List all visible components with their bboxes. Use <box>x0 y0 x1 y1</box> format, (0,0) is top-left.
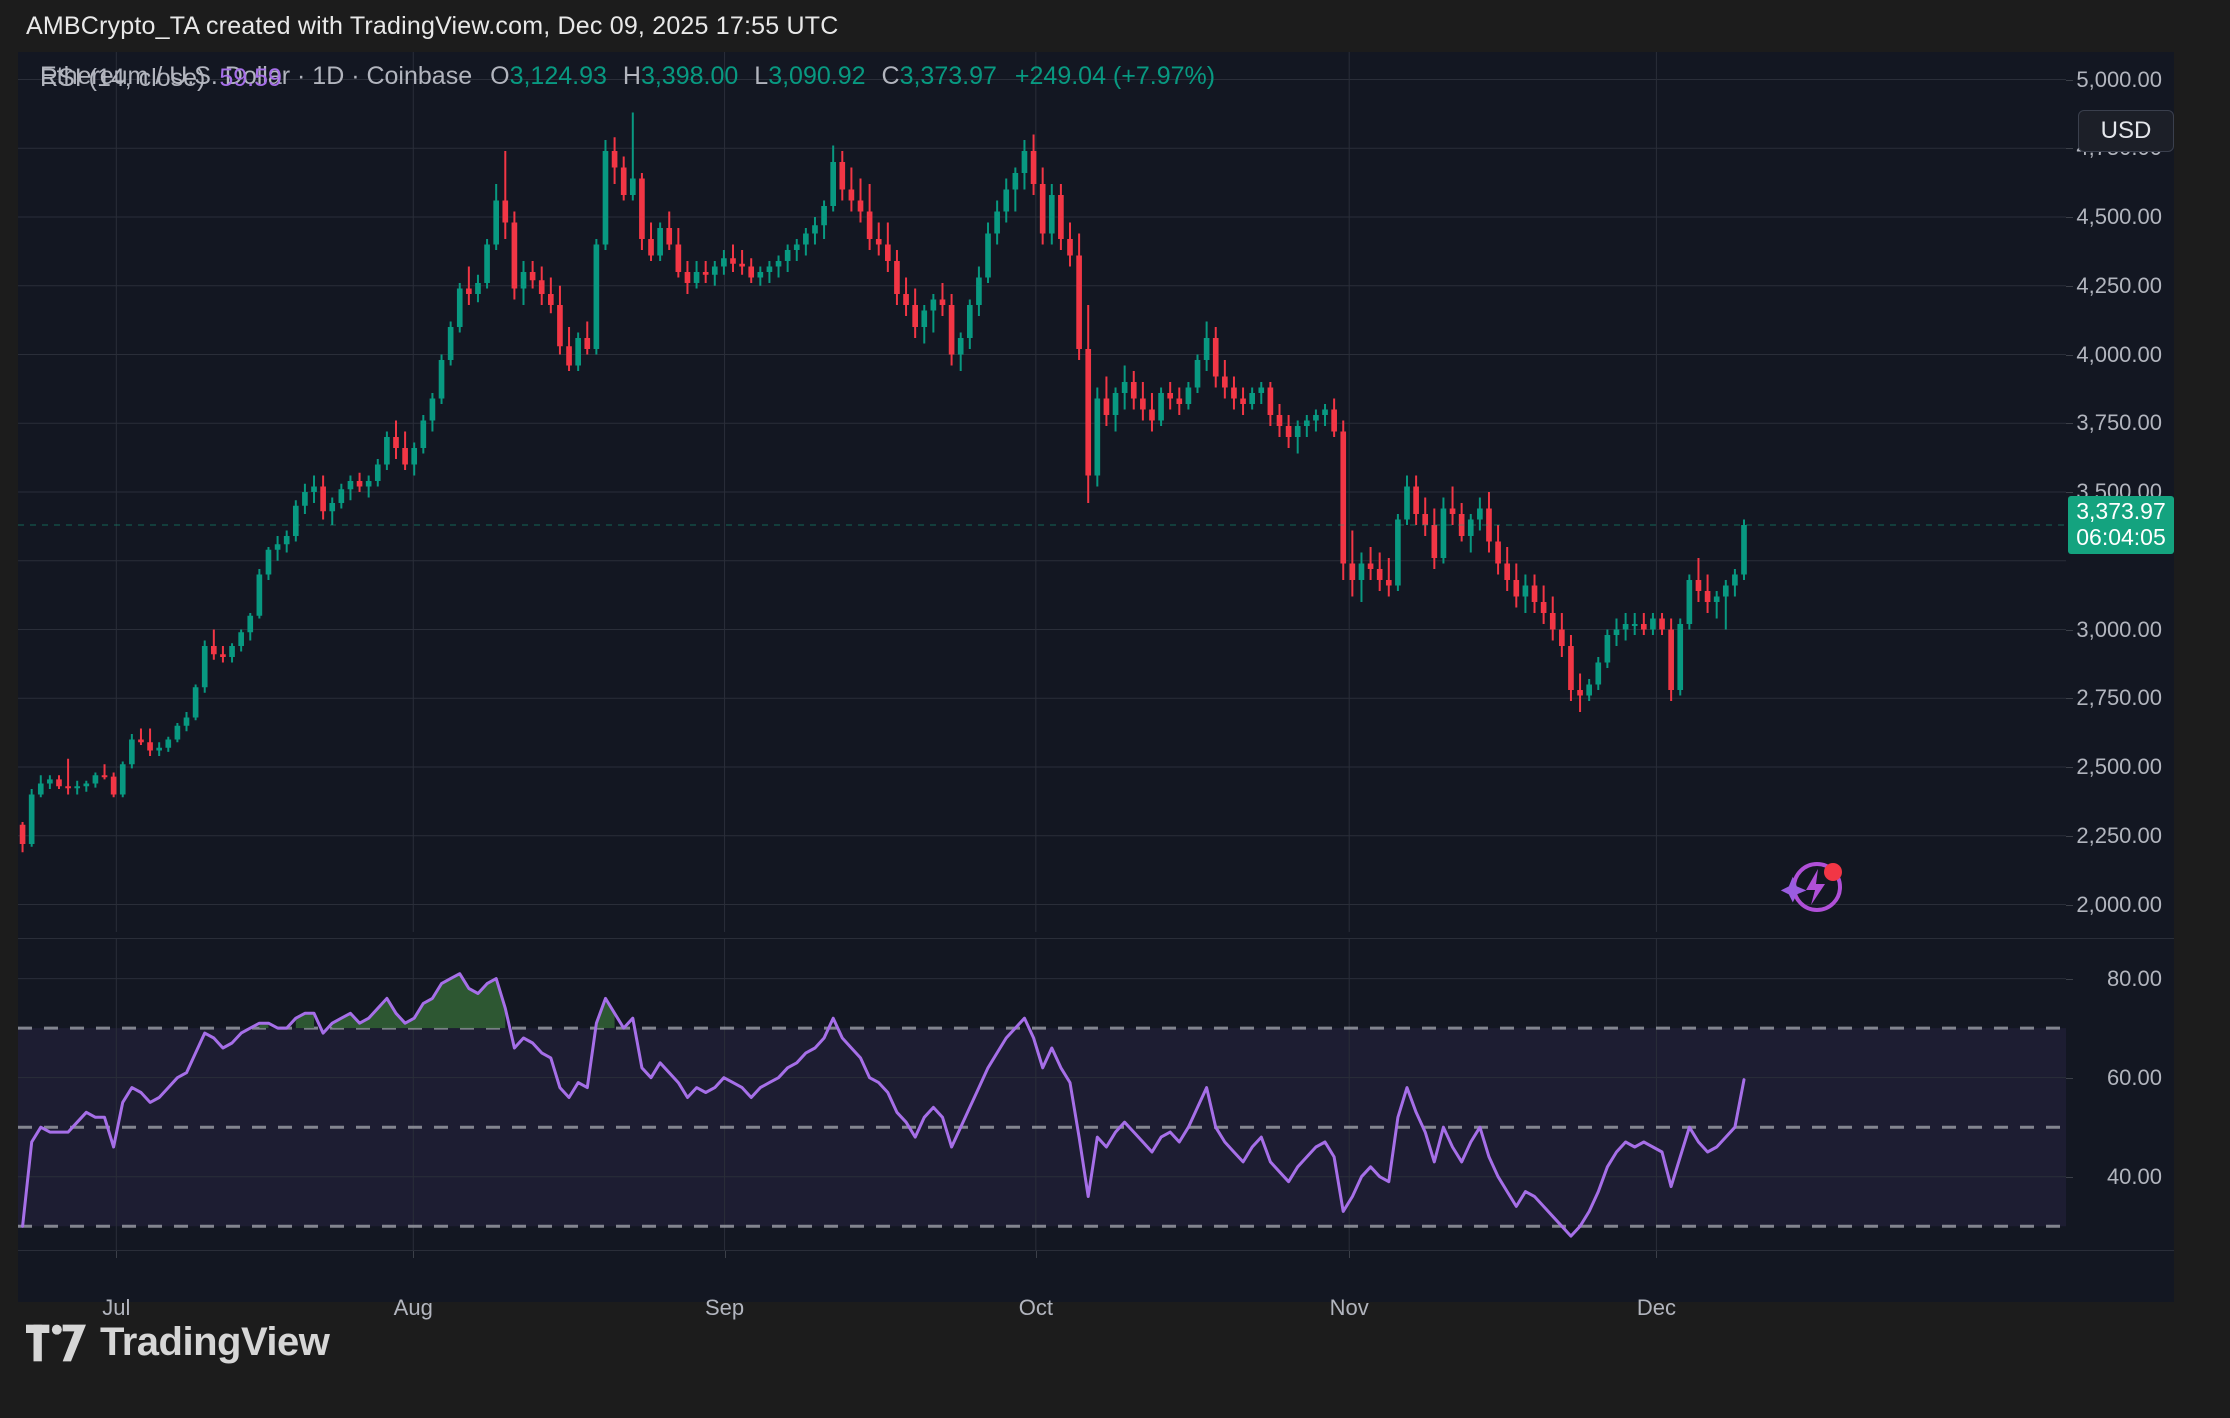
price-tick-mark <box>2066 492 2073 493</box>
rsi-title[interactable]: RSI (14, close) <box>40 64 206 92</box>
price-tick-label: 3,000.00 <box>2076 616 2162 642</box>
price-legend: Ethereum / U.S. Dollar · 1D · Coinbase O… <box>40 62 1215 91</box>
tradingview-logo[interactable]: TradingView <box>26 1320 330 1365</box>
rsi-value: 59.59 <box>219 64 282 92</box>
close-key: C <box>881 62 900 90</box>
time-axis[interactable]: Jul Aug Sep Oct Nov Dec <box>18 1250 2174 1320</box>
time-tick-mark <box>1656 1251 1658 1258</box>
rsi-axis[interactable]: 80.00 60.00 40.00 <box>2066 938 2174 1250</box>
time-tick-mark <box>116 1251 118 1258</box>
price-tick-mark <box>2066 285 2073 287</box>
price-tick-mark <box>2066 79 2073 81</box>
time-tick-label: Dec <box>1636 1295 1676 1320</box>
last-price-value: 3,373.97 <box>2076 498 2166 525</box>
price-tick-label: 2,000.00 <box>2076 891 2162 917</box>
price-tick-mark <box>2066 354 2073 356</box>
rsi-tick-mark <box>2066 978 2073 980</box>
time-tick-mark <box>724 1251 726 1258</box>
price-tick-label: 4,000.00 <box>2076 341 2162 367</box>
last-price-countdown: 06:04:05 <box>2076 524 2166 550</box>
price-tick-mark <box>2066 423 2073 425</box>
last-price-badge: 3,373.97 06:04:05 <box>2068 496 2174 554</box>
price-tick-mark <box>2066 629 2073 631</box>
price-tick-mark <box>2066 904 2073 906</box>
rsi-tick-mark <box>2066 1176 2073 1178</box>
rsi-svg <box>18 939 2066 1250</box>
high-value: 3,398.00 <box>640 62 739 90</box>
time-tick-mark <box>413 1251 415 1258</box>
close-value: 3,373.97 <box>899 62 997 90</box>
price-tick-mark <box>2066 148 2073 150</box>
sparkle-lightning-icon[interactable] <box>1777 855 1847 922</box>
price-tick-mark <box>2066 217 2073 218</box>
price-tick-mark <box>2066 698 2073 700</box>
candlestick-svg <box>18 52 2066 932</box>
price-tick-label: 4,250.00 <box>2076 272 2162 298</box>
currency-badge[interactable]: USD <box>2078 110 2174 152</box>
change-value: +249.04 (+7.97%) <box>1014 62 1216 90</box>
high-key: H <box>622 62 641 90</box>
price-tick-mark <box>2066 767 2073 768</box>
price-tick-label: 2,500.00 <box>2076 754 2162 779</box>
price-tick-label: 4,500.00 <box>2076 204 2162 229</box>
attribution-text: AMBCrypto_TA created with TradingView.co… <box>26 12 839 40</box>
tradingview-wordmark: TradingView <box>100 1320 330 1364</box>
low-value: 3,090.92 <box>768 62 866 90</box>
price-tick-label: 3,750.00 <box>2076 410 2162 436</box>
rsi-tick-label: 40.00 <box>2106 1163 2162 1189</box>
price-tick-label: 5,000.00 <box>2076 66 2162 92</box>
time-tick-label: Aug <box>393 1295 433 1320</box>
time-tick-mark <box>1349 1251 1351 1258</box>
chart-frame: Ethereum / U.S. Dollar · 1D · Coinbase O… <box>18 52 2174 1320</box>
rsi-legend: RSI (14, close) 59.59 <box>40 64 282 93</box>
open-value: 3,124.93 <box>509 62 607 90</box>
symbol-label[interactable]: Ethereum / U.S. Dollar · 1D · Coinbase <box>40 62 473 90</box>
price-chart-pane[interactable] <box>18 52 2066 932</box>
time-tick-label: Oct <box>1018 1295 1053 1320</box>
time-tick-label: Nov <box>1329 1295 1369 1320</box>
rsi-tick-label: 80.00 <box>2106 965 2162 991</box>
low-key: L <box>754 62 769 90</box>
rsi-tick-mark <box>2066 1077 2073 1079</box>
rsi-chart-pane[interactable] <box>18 938 2066 1250</box>
tradingview-logo-icon <box>26 1324 86 1361</box>
time-tick-mark <box>1035 1251 1037 1258</box>
rsi-tick-label: 60.00 <box>2106 1064 2162 1090</box>
open-key: O <box>490 62 510 90</box>
price-axis[interactable]: 5,000.004,750.004,500.004,250.004,000.00… <box>2066 52 2174 932</box>
price-tick-label: 2,750.00 <box>2076 685 2162 711</box>
price-tick-mark <box>2066 835 2073 837</box>
price-tick-label: 2,250.00 <box>2076 822 2162 848</box>
time-tick-label: Sep <box>704 1295 745 1320</box>
time-tick-label: Jul <box>102 1295 131 1320</box>
